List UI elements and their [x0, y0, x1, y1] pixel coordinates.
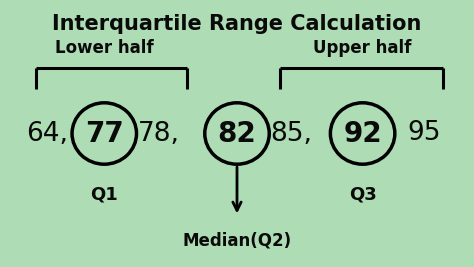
- Text: Upper half: Upper half: [313, 39, 412, 57]
- Text: 64,: 64,: [27, 120, 68, 147]
- Text: Q1: Q1: [91, 186, 118, 204]
- Text: Median(Q2): Median(Q2): [182, 231, 292, 249]
- Text: 92: 92: [343, 120, 382, 147]
- Text: 78,: 78,: [138, 120, 180, 147]
- Text: Q3: Q3: [349, 186, 376, 204]
- Text: Lower half: Lower half: [55, 39, 154, 57]
- Text: 85,: 85,: [271, 120, 312, 147]
- Text: Interquartile Range Calculation: Interquartile Range Calculation: [52, 14, 422, 34]
- Text: 77: 77: [85, 120, 124, 147]
- Text: 82: 82: [218, 120, 256, 147]
- Text: 95: 95: [408, 120, 441, 147]
